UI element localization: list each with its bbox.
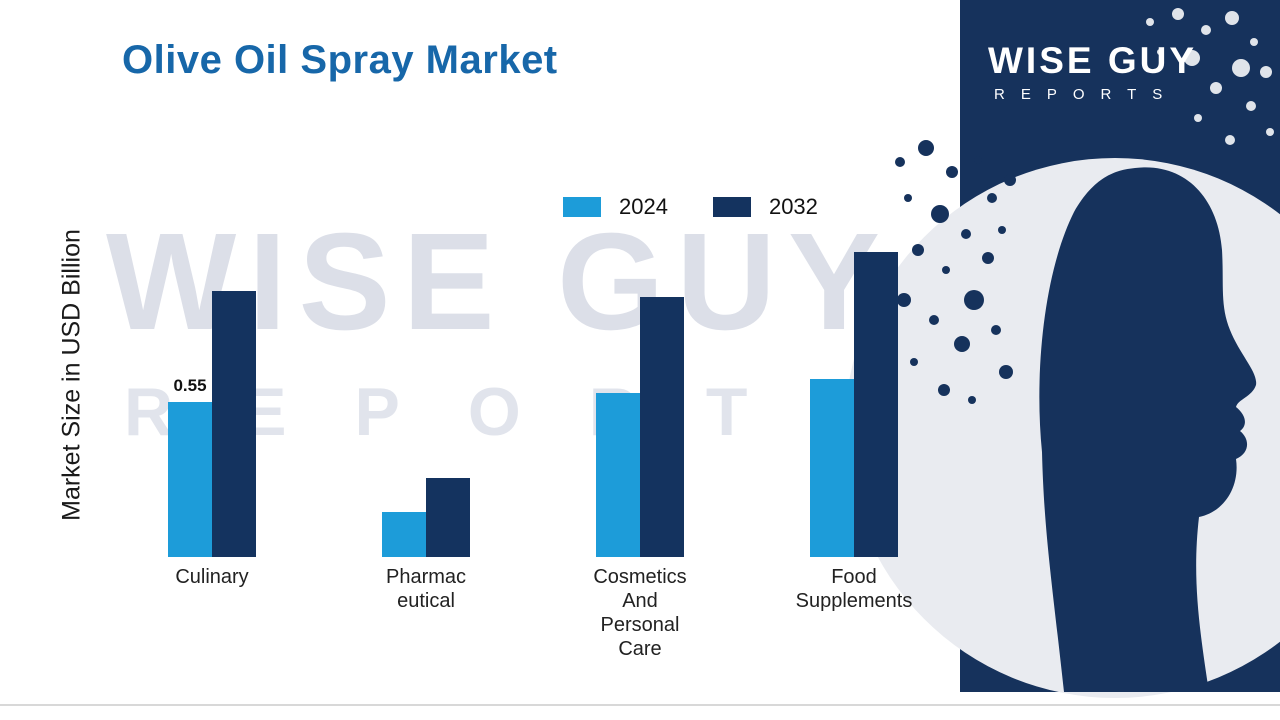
logo-wiseguy-text: WISE GUY: [988, 40, 1198, 81]
legend-item-2024: 2024: [563, 194, 668, 220]
chart-title: Olive Oil Spray Market: [122, 38, 558, 82]
plot-area: 0.55: [140, 218, 940, 557]
bar-2024-cosmetics-and-personal-care: [596, 393, 640, 557]
category-label-food-supplements: Food Supplements: [795, 566, 913, 612]
brand-logo: WISE GUY REPORTS: [988, 42, 1197, 102]
bar-2032-food-supplements: [854, 252, 898, 557]
legend-swatch-2032: [712, 197, 751, 217]
bar-2032-pharmaceutical: [426, 478, 470, 557]
logo-reports-text: REPORTS: [994, 86, 1179, 103]
chart-legend: 2024 2032: [563, 194, 818, 220]
bar-2032-culinary: [212, 291, 256, 557]
category-label-pharmaceutical: Pharmac eutical: [385, 566, 467, 612]
y-axis-label: Market Size in USD Billion: [57, 229, 86, 521]
footer-divider: [0, 704, 1280, 706]
bar-2024-pharmaceutical: [382, 512, 426, 557]
bar-value-label: 0.55: [173, 376, 207, 395]
legend-item-2032: 2032: [712, 194, 818, 220]
category-label-cosmetics-and-personal-care: Cosmetics And Personal Care: [593, 566, 687, 660]
bar-2032-cosmetics-and-personal-care: [640, 297, 684, 557]
legend-label: 2032: [768, 194, 818, 219]
category-label-culinary: Culinary: [175, 566, 249, 588]
bar-2024-culinary: [168, 402, 212, 557]
bar-2024-food-supplements: [810, 379, 854, 557]
legend-swatch-2024: [563, 197, 601, 217]
legend-label: 2024: [619, 194, 668, 219]
